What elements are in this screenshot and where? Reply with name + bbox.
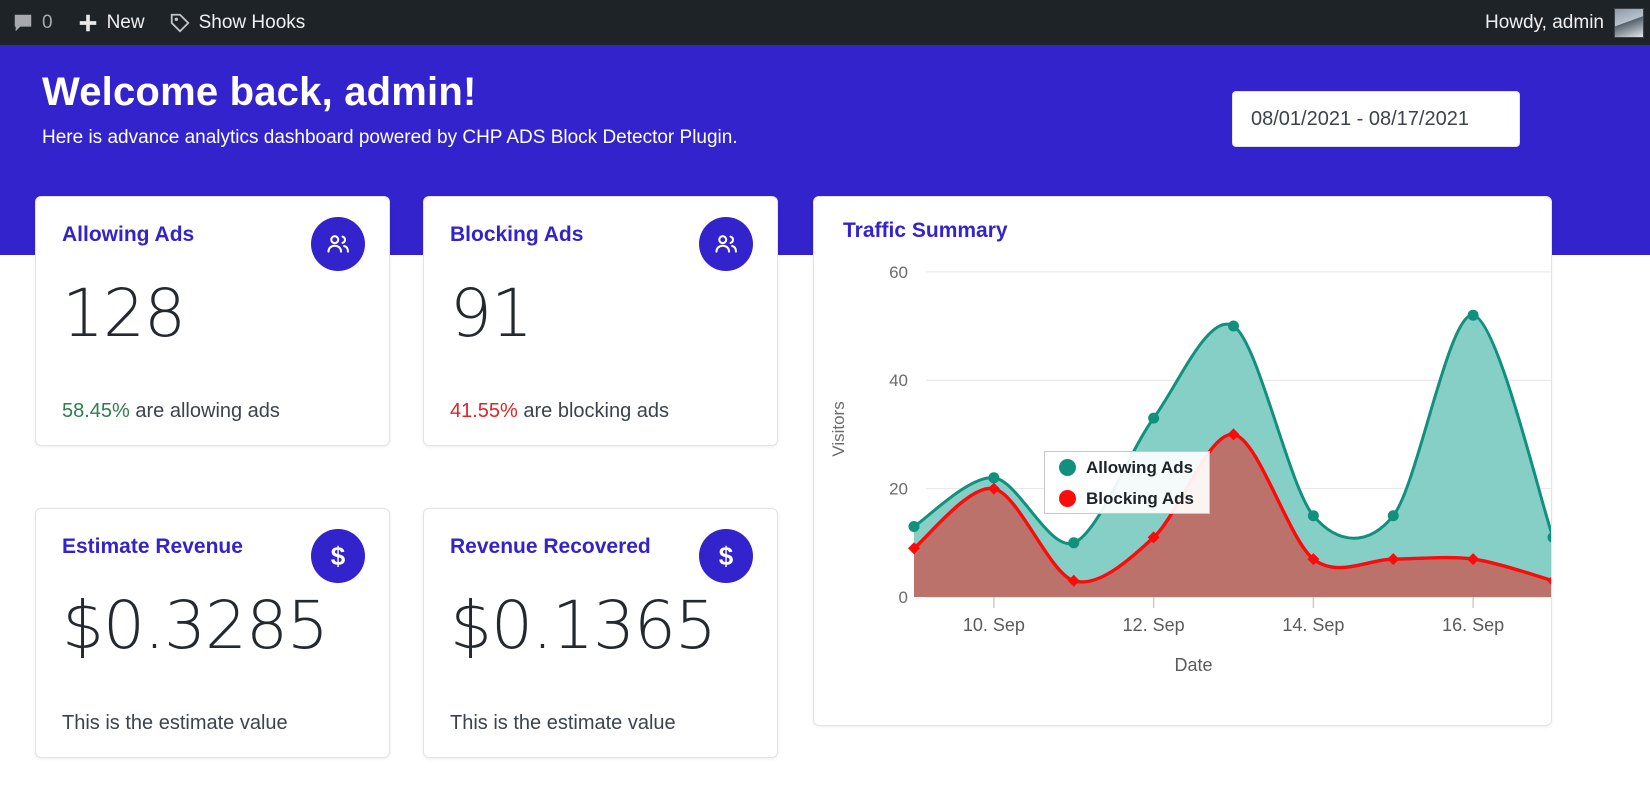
card-footnote: 58.45% are allowing ads <box>62 400 280 423</box>
data-point[interactable] <box>987 482 1000 495</box>
chart-title: Traffic Summary <box>843 219 1008 242</box>
stat-card-allowing-ads: Allowing Ads 128 58.45% are allowing ads <box>35 196 390 446</box>
card-title: Estimate Revenue <box>62 535 243 558</box>
new-button[interactable]: New <box>65 0 157 45</box>
comment-count: 0 <box>42 11 53 33</box>
legend-label-allowing-ads: Allowing Ads <box>1086 457 1194 477</box>
legend-dot-blocking-ads <box>1059 490 1076 507</box>
new-label: New <box>106 11 145 33</box>
card-title: Revenue Recovered <box>450 535 651 558</box>
y-axis-tick: 20 <box>889 480 908 499</box>
data-point[interactable] <box>988 472 1000 484</box>
comment-bubble-icon <box>12 12 34 34</box>
page-subtitle: Here is advance analytics dashboard powe… <box>42 127 738 148</box>
x-axis-label: Date <box>1174 655 1212 675</box>
y-axis-tick: 40 <box>889 371 908 390</box>
card-footnote-text: are allowing ads <box>129 400 280 422</box>
data-point[interactable] <box>1148 412 1160 424</box>
data-point[interactable] <box>1147 531 1160 544</box>
data-point[interactable] <box>1307 510 1319 522</box>
card-footnote-text: This is the estimate value <box>450 712 676 734</box>
card-value: $0.3285 <box>62 587 329 664</box>
data-point[interactable] <box>908 542 920 555</box>
data-point[interactable] <box>908 521 920 533</box>
comments-button[interactable]: 0 <box>0 0 65 45</box>
x-axis-tick: 10. Sep <box>963 615 1025 635</box>
dollar-glyph: $ <box>330 540 346 571</box>
stat-card-blocking-ads: Blocking Ads 91 41.55% are blocking ads <box>423 196 778 446</box>
card-percent: 41.55% <box>450 400 518 422</box>
admin-bar-account[interactable]: Howdy, admin <box>1485 7 1650 38</box>
dollar-icon: $ <box>311 529 365 583</box>
legend-item-blocking-ads[interactable]: Blocking Ads <box>1045 483 1209 514</box>
card-footnote: This is the estimate value <box>450 712 676 735</box>
dollar-icon: $ <box>699 529 753 583</box>
data-point[interactable] <box>1467 553 1480 566</box>
avatar[interactable] <box>1614 7 1644 38</box>
stat-card-estimate-revenue: Estimate Revenue $ $0.3285 This is the e… <box>35 508 390 758</box>
users-icon <box>699 217 753 271</box>
card-value: 128 <box>62 275 186 352</box>
data-point[interactable] <box>1307 553 1320 566</box>
data-point[interactable] <box>1547 575 1552 587</box>
legend-label-blocking-ads: Blocking Ads <box>1086 488 1194 508</box>
card-percent: 58.45% <box>62 400 130 422</box>
legend-dot-allowing-ads <box>1059 459 1076 476</box>
tag-icon <box>169 12 191 34</box>
data-point[interactable] <box>1227 428 1240 441</box>
howdy-label: Howdy, admin <box>1485 11 1604 33</box>
card-value: 91 <box>450 275 533 352</box>
card-value: $0.1365 <box>450 587 717 664</box>
x-axis-tick: 16. Sep <box>1442 615 1504 635</box>
page-title: Welcome back, admin! <box>42 70 477 114</box>
data-point[interactable] <box>1068 537 1080 549</box>
card-footnote-text: are blocking ads <box>517 400 670 422</box>
data-point[interactable] <box>1228 320 1239 332</box>
date-range-input[interactable]: 08/01/2021 - 08/17/2021 <box>1232 91 1520 147</box>
admin-bar: 0 New Show Hooks Howdy, admin <box>0 0 1650 45</box>
data-point[interactable] <box>1387 553 1400 566</box>
card-footnote: 41.55% are blocking ads <box>450 400 669 423</box>
legend-item-allowing-ads[interactable]: Allowing Ads <box>1045 452 1209 483</box>
y-axis-tick: 60 <box>889 263 908 282</box>
plus-icon <box>77 12 99 34</box>
x-axis-tick: 12. Sep <box>1123 615 1185 635</box>
dollar-glyph: $ <box>718 540 734 571</box>
card-title: Allowing Ads <box>62 223 195 246</box>
data-point[interactable] <box>1547 532 1553 543</box>
show-hooks-label: Show Hooks <box>198 11 306 33</box>
data-point[interactable] <box>1467 309 1479 321</box>
y-axis-label: Visitors <box>829 401 848 456</box>
data-point[interactable] <box>1067 574 1080 587</box>
series-line-0 <box>913 313 1551 545</box>
y-axis-tick: 0 <box>899 588 908 607</box>
admin-bar-left: 0 New Show Hooks <box>0 0 317 45</box>
card-title: Blocking Ads <box>450 223 584 246</box>
show-hooks-button[interactable]: Show Hooks <box>157 0 318 45</box>
stat-card-revenue-recovered: Revenue Recovered $ $0.1365 This is the … <box>423 508 778 758</box>
traffic-summary-chart[interactable]: 0 20 40 60 Visitors 10. Sep 12. Sep 14. Sep 16. … <box>814 249 1552 726</box>
card-footnote: This is the estimate value <box>62 712 288 735</box>
data-point[interactable] <box>1387 510 1399 522</box>
x-axis-tick: 14. Sep <box>1282 615 1344 635</box>
chart-legend: Allowing Ads Blocking Ads <box>1044 451 1210 514</box>
traffic-summary-panel: Traffic Summary 0 20 40 60 Visitors 10. Sep 12… <box>813 196 1552 726</box>
users-icon <box>311 217 365 271</box>
card-footnote-text: This is the estimate value <box>62 712 288 734</box>
series-area-1 <box>914 434 1551 597</box>
series-line-1 <box>912 432 1551 584</box>
